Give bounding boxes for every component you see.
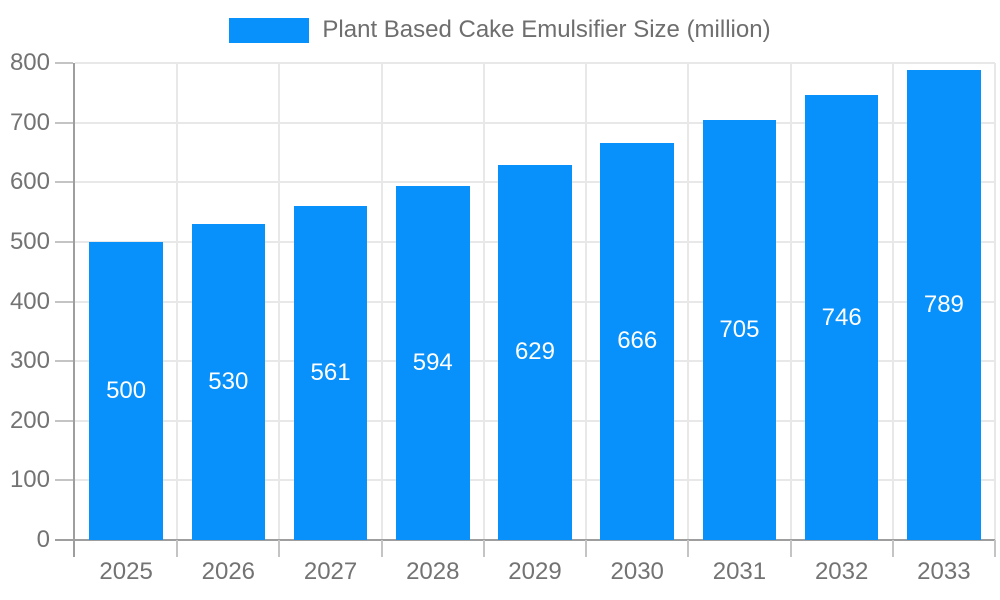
y-tick (55, 419, 73, 422)
y-axis-label: 700 (9, 108, 50, 136)
bar[interactable] (293, 205, 368, 540)
y-axis-line (73, 63, 75, 557)
bar-value-label: 500 (106, 376, 147, 404)
x-tick (585, 540, 588, 557)
bar[interactable] (804, 95, 879, 540)
bar[interactable] (702, 119, 777, 540)
x-gridline (380, 63, 383, 540)
chart-legend[interactable]: Plant Based Cake Emulsifier Size (millio… (0, 16, 1000, 44)
x-tick (380, 540, 383, 557)
x-axis-label: 2026 (201, 558, 256, 585)
bar-value-label: 789 (923, 290, 964, 318)
y-tick (55, 181, 73, 184)
bar[interactable] (89, 241, 163, 540)
y-tick (55, 62, 73, 64)
y-axis-label: 0 (36, 526, 50, 553)
bar-value-label: 629 (514, 338, 555, 366)
x-tick (482, 540, 485, 557)
x-gridline (278, 63, 281, 540)
bar-value-label: 705 (719, 315, 760, 343)
x-gridline (482, 63, 485, 540)
x-axis-label: 2025 (99, 558, 153, 585)
y-gridline (75, 62, 995, 64)
y-axis-label: 400 (9, 287, 50, 315)
bar-value-label: 594 (412, 348, 453, 376)
bar-value-label: 666 (617, 327, 658, 355)
bar-value-label: 561 (310, 358, 351, 386)
y-axis-label: 200 (9, 406, 50, 434)
bar[interactable] (907, 69, 981, 540)
bar[interactable] (600, 142, 675, 540)
x-tick (789, 540, 792, 557)
legend-swatch-icon (229, 17, 310, 43)
x-gridline (687, 63, 690, 540)
x-tick (994, 540, 996, 557)
x-tick (278, 540, 281, 557)
y-axis-label: 600 (9, 168, 50, 196)
x-gridline (789, 63, 792, 540)
x-axis-label: 2033 (917, 558, 971, 585)
y-axis-label: 500 (9, 227, 50, 255)
x-tick (891, 540, 894, 557)
y-gridline (75, 121, 995, 124)
bar[interactable] (191, 223, 266, 540)
x-tick (176, 540, 179, 557)
y-tick (55, 360, 73, 363)
x-axis-label: 2029 (508, 558, 562, 585)
y-axis-label: 100 (9, 466, 50, 494)
x-axis-label: 2028 (406, 558, 460, 585)
y-tick (55, 240, 73, 243)
x-gridline (994, 63, 996, 540)
x-gridline (176, 63, 179, 540)
y-tick (55, 121, 73, 124)
x-axis-label: 2031 (712, 558, 767, 585)
x-axis-line (55, 539, 995, 541)
x-axis-label: 2027 (303, 558, 358, 585)
x-gridline (891, 63, 894, 540)
x-axis-label: 2032 (814, 558, 869, 585)
legend-label: Plant Based Cake Emulsifier Size (millio… (322, 16, 771, 43)
y-tick (55, 479, 73, 482)
bar-value-label: 530 (208, 367, 249, 395)
x-axis-label: 2030 (610, 558, 664, 585)
x-tick (687, 540, 690, 557)
bar[interactable] (395, 185, 470, 540)
y-tick (55, 300, 73, 303)
bar[interactable] (498, 164, 572, 540)
y-axis-label: 300 (9, 347, 50, 375)
x-gridline (585, 63, 588, 540)
y-axis-label: 800 (9, 49, 50, 76)
bar-value-label: 746 (821, 303, 862, 331)
